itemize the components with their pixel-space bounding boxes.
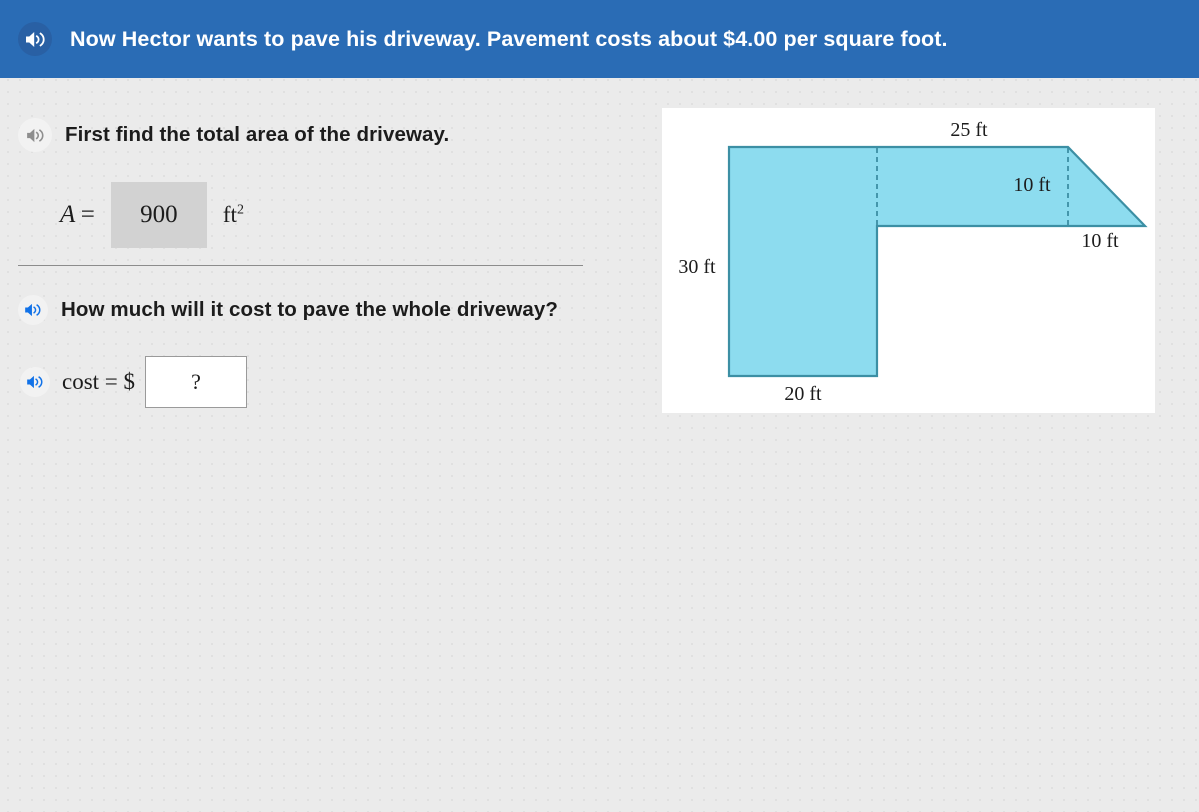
area-equation: A = 900 ft2 xyxy=(60,182,244,248)
dimension-label-strip-height-10ft: 10 ft xyxy=(1013,174,1051,196)
speaker-icon[interactable] xyxy=(18,295,48,325)
dimension-label-top-25ft: 25 ft xyxy=(950,119,988,141)
speaker-icon[interactable] xyxy=(18,118,52,152)
cost-label: cost = $ xyxy=(62,369,136,394)
speaker-icon[interactable] xyxy=(18,22,52,56)
left-panel: First find the total area of the drivewa… xyxy=(0,78,645,812)
area-units-label: ft2 xyxy=(223,202,244,228)
driveway-diagram-card: 25 ft 10 ft 10 ft 30 ft 20 ft xyxy=(662,108,1155,413)
question-1-row: First find the total area of the drivewa… xyxy=(18,118,449,152)
question-2-row: How much will it cost to pave the whole … xyxy=(18,295,558,325)
dimension-label-triangle-base-10ft: 10 ft xyxy=(1081,230,1119,252)
dimension-label-left-30ft: 30 ft xyxy=(678,256,716,278)
cost-row: cost = $ ? xyxy=(20,356,248,408)
question-2-text: How much will it cost to pave the whole … xyxy=(61,298,558,321)
speaker-icon[interactable] xyxy=(20,367,50,397)
area-units-exponent: 2 xyxy=(236,202,244,218)
area-answer-input[interactable]: 900 xyxy=(110,182,207,248)
dimension-label-bottom-20ft: 20 ft xyxy=(784,383,822,405)
question-1-text: First find the total area of the drivewa… xyxy=(65,123,450,146)
driveway-figure: 25 ft 10 ft 10 ft 30 ft 20 ft xyxy=(678,119,1148,405)
header-prompt: Now Hector wants to pave his driveway. P… xyxy=(70,26,948,51)
driveway-polygon xyxy=(727,145,1148,378)
header-banner: Now Hector wants to pave his driveway. P… xyxy=(0,0,1199,78)
area-units-text: ft xyxy=(222,202,237,227)
area-variable: A xyxy=(60,201,76,228)
section-divider xyxy=(18,265,583,266)
cost-answer-input[interactable]: ? xyxy=(145,356,248,408)
area-equals-sign: = xyxy=(80,201,95,228)
